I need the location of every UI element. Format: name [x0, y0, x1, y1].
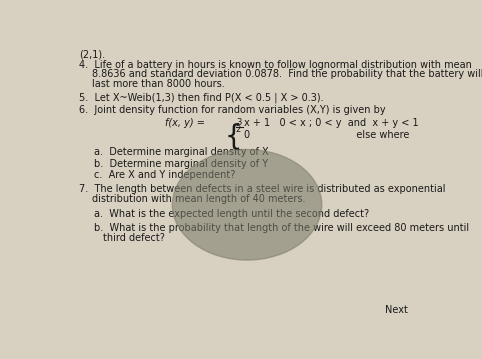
Text: last more than 8000 hours.: last more than 8000 hours. — [92, 79, 225, 89]
Text: 6.  Joint density function for random variables (X,Y) is given by: 6. Joint density function for random var… — [79, 105, 386, 115]
Text: third defect?: third defect? — [103, 233, 165, 243]
Text: f(x, y) =: f(x, y) = — [165, 118, 205, 128]
Text: a.  What is the expected length until the second defect?: a. What is the expected length until the… — [94, 209, 369, 219]
Text: x + 1   0 < x ; 0 < y  and  x + y < 1: x + 1 0 < x ; 0 < y and x + y < 1 — [244, 118, 419, 128]
Text: distribution with mean length of 40 meters.: distribution with mean length of 40 mete… — [92, 194, 306, 204]
Text: 7.  The length between defects in a steel wire is distributed as exponential: 7. The length between defects in a steel… — [79, 184, 445, 194]
Text: 5.  Let X~Weib(1,3) then find P(X < 0.5 | X > 0.3).: 5. Let X~Weib(1,3) then find P(X < 0.5 |… — [79, 93, 323, 103]
Text: 2: 2 — [236, 125, 241, 134]
Text: Next: Next — [385, 304, 408, 314]
Text: 8.8636 and standard deviation 0.0878.  Find the probability that the battery wil: 8.8636 and standard deviation 0.0878. Fi… — [92, 69, 482, 79]
Text: a.  Determine marginal density of X: a. Determine marginal density of X — [94, 147, 268, 157]
Text: b.  What is the probability that length of the wire will exceed 80 meters until: b. What is the probability that length o… — [94, 223, 469, 233]
Text: 4.  Life of a battery in hours is known to follow lognormal distribution with me: 4. Life of a battery in hours is known t… — [79, 60, 472, 70]
Text: {: { — [225, 123, 242, 151]
Text: 0                                  else where: 0 else where — [244, 130, 410, 140]
Text: (2,1).: (2,1). — [79, 50, 105, 60]
Text: c.  Are X and Y independent?: c. Are X and Y independent? — [94, 170, 235, 180]
Text: 3: 3 — [236, 118, 241, 127]
Text: b.  Determine marginal density of Y: b. Determine marginal density of Y — [94, 159, 268, 169]
Ellipse shape — [173, 149, 322, 260]
